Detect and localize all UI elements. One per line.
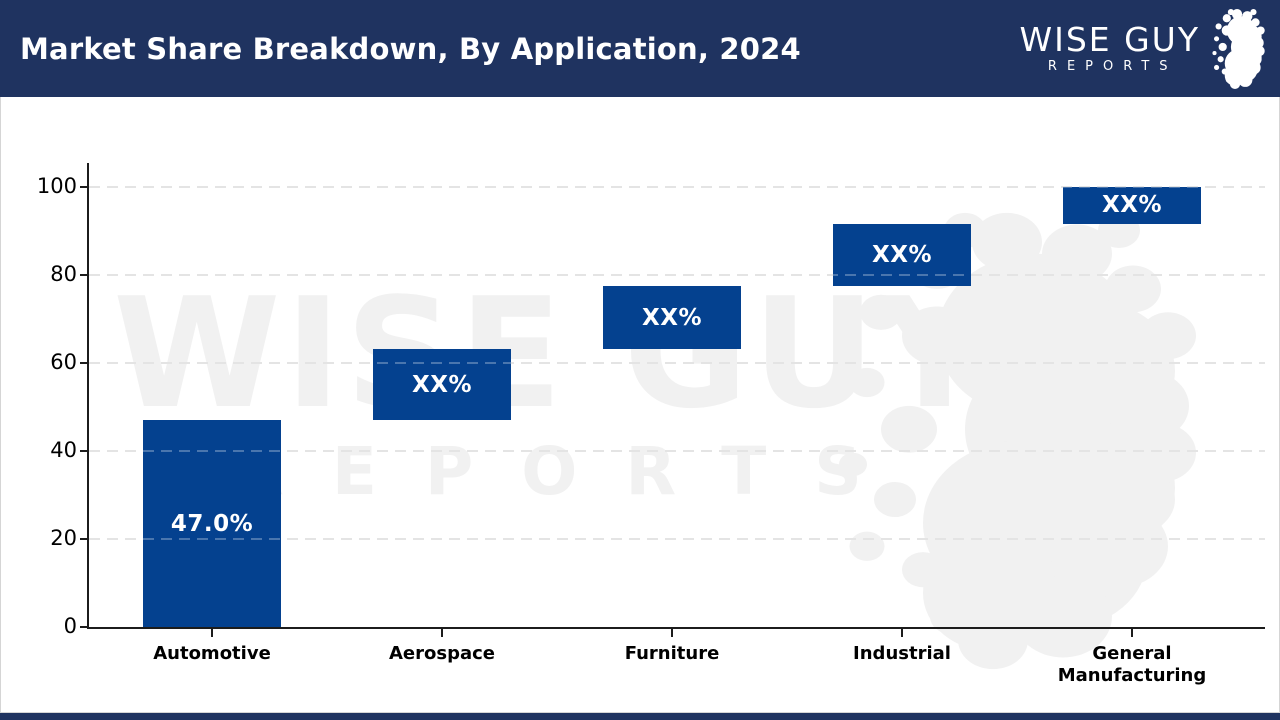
watermark-wordmark: WISE GUY [113, 265, 994, 442]
bar-furniture: XX% [603, 286, 741, 349]
y-axis-tick-label: 80 [50, 262, 77, 286]
x-axis-label-furniture: Furniture [624, 643, 720, 664]
gridline-overlay [89, 274, 1265, 276]
x-axis-tick [901, 629, 903, 637]
y-axis-tick [80, 538, 89, 540]
x-axis-tick [211, 629, 213, 637]
watermark-head-icon [839, 212, 1196, 670]
gridline [89, 538, 1265, 540]
x-axis-line [87, 627, 1265, 629]
bar-aerospace: XX% [373, 348, 511, 421]
y-axis-tick [80, 274, 89, 276]
gridline [89, 186, 1265, 188]
page-title: Market Share Breakdown, By Application, … [20, 31, 801, 66]
y-axis-tick-label: 40 [50, 438, 77, 462]
y-axis-tick-label: 100 [36, 174, 77, 198]
grid-overlay-layer [1, 97, 1279, 712]
bar-value-label-aerospace: XX% [411, 371, 472, 398]
footer-bar [0, 713, 1280, 720]
x-axis-tick [1131, 629, 1133, 637]
bar-value-label-furniture: XX% [641, 304, 702, 331]
chart-canvas: WISE GUY REPORTS 47.0% XX% XX% XX% XX% 0 20 40… [0, 97, 1280, 713]
bar-general-manufacturing: XX% [1063, 187, 1201, 224]
bar-value-label-automotive: 47.0% [170, 510, 254, 537]
y-axis-tick-label: 60 [50, 350, 77, 374]
y-axis-tick [80, 450, 89, 452]
gridline-overlay [89, 450, 1265, 452]
watermark-reports-text: REPORTS [233, 433, 910, 510]
y-axis-tick-label: 20 [50, 526, 77, 550]
x-axis-label-industrial: Industrial [853, 643, 951, 664]
bar-value-label-general-manufacturing: XX% [1101, 192, 1162, 219]
x-axis-tick [671, 629, 673, 637]
gridline-layer [1, 97, 1279, 712]
axis-layer: 0 20 40 60 80 100 Automotive Aerospace Furniture… [1, 97, 1279, 712]
gridline [89, 274, 1265, 276]
y-axis-tick [80, 186, 89, 188]
y-axis-tick [80, 362, 89, 364]
bar-layer: 47.0% XX% XX% XX% XX% [1, 97, 1279, 712]
x-axis-tick [441, 629, 443, 637]
logo-reports-text: REPORTS [1047, 59, 1178, 74]
bar-automotive: 47.0% [143, 420, 281, 627]
x-axis-label-automotive: Automotive [153, 643, 271, 664]
header-bar: Market Share Breakdown, By Application, … [0, 0, 1280, 97]
gridline [89, 362, 1265, 364]
gridline-overlay [89, 362, 1265, 364]
x-axis-label-general-manufacturing: General Manufacturing [1057, 643, 1207, 686]
logo-wiseguy-text: WISE GUY [1019, 20, 1200, 59]
logo-wordmark: WISE GUY REPORTS [1019, 23, 1200, 74]
wiseguy-head-icon [1212, 8, 1265, 89]
y-axis-tick-label: 0 [63, 614, 77, 638]
gridline-overlay [89, 186, 1265, 188]
gridline [89, 450, 1265, 452]
x-axis-label-aerospace: Aerospace [388, 643, 495, 664]
brand-logo: WISE GUY REPORTS [1019, 8, 1266, 90]
y-axis-tick [80, 626, 89, 628]
y-axis-line [87, 163, 89, 629]
gridline-overlay [89, 538, 1265, 540]
bar-industrial: XX% [833, 223, 971, 287]
bar-value-label-industrial: XX% [871, 242, 932, 269]
